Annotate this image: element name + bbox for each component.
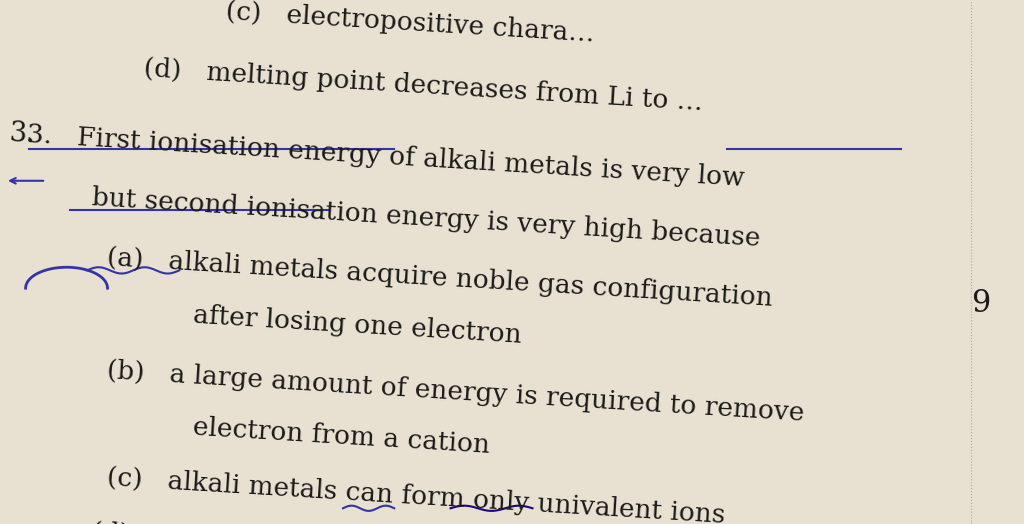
Text: (c)   electropositive chara…: (c) electropositive chara…	[225, 0, 596, 46]
Text: (b)   a large amount of energy is required to remove: (b) a large amount of energy is required…	[56, 355, 805, 425]
Text: 9: 9	[972, 288, 990, 320]
Text: 3.: 3.	[8, 120, 36, 148]
Text: (c)   alkali metals can form only univalent ions: (c) alkali metals can form only univalen…	[56, 462, 726, 524]
Text: but second ionisation energy is very high because: but second ionisation energy is very hig…	[41, 182, 761, 251]
Text: electron from a cation: electron from a cation	[67, 407, 490, 458]
Text: (a)   alkali metals acquire noble gas configuration: (a) alkali metals acquire noble gas conf…	[56, 242, 774, 311]
Text: 3.   First ionisation energy of alkali metals is very low: 3. First ionisation energy of alkali met…	[26, 122, 744, 191]
Text: after losing one electron: after losing one electron	[67, 294, 522, 347]
Text: (d)   first group elements can lose only one electron.: (d) first group elements can lose only o…	[41, 517, 794, 524]
Text: (d)   melting point decreases from Li to …: (d) melting point decreases from Li to …	[143, 56, 705, 115]
